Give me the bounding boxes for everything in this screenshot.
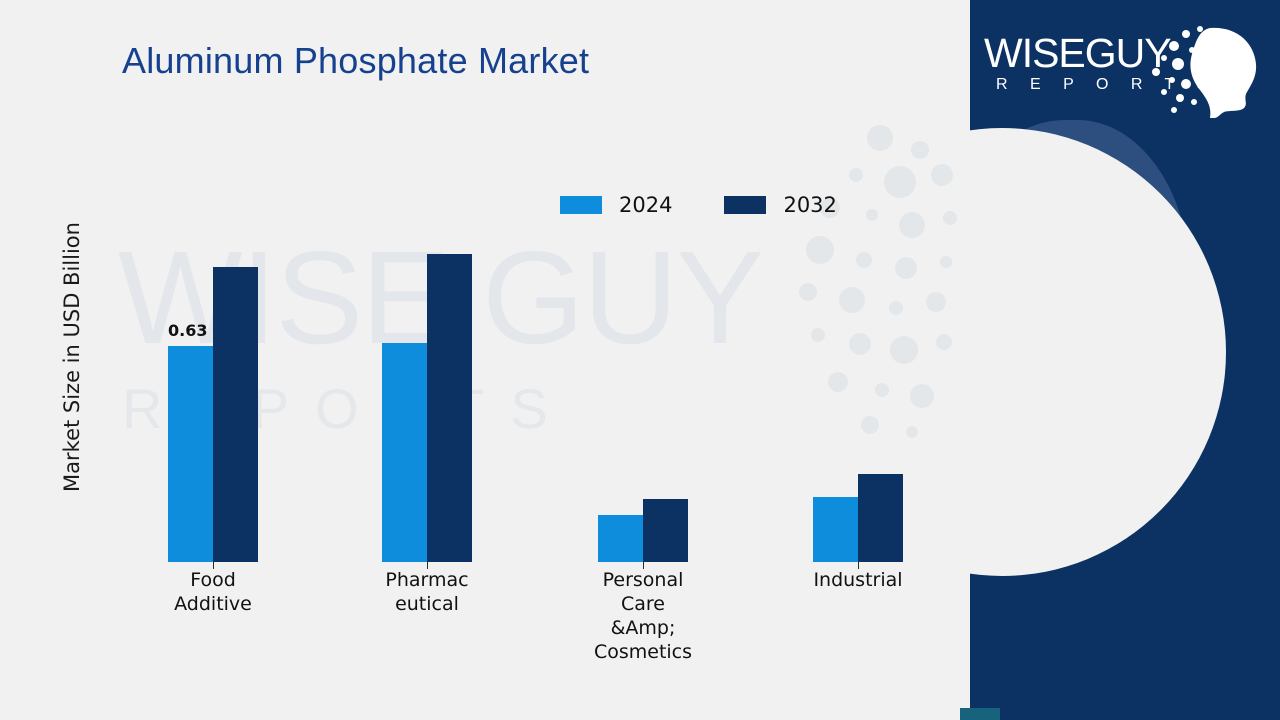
x-label-line: &Amp; xyxy=(610,617,676,639)
x-label-line: Industrial xyxy=(813,569,903,591)
bars-industrial xyxy=(813,200,903,562)
x-label-line: Food xyxy=(190,569,236,591)
x-label-pharmaceutical: Pharmac eutical xyxy=(342,568,512,616)
x-label-line: eutical xyxy=(395,593,459,615)
chart-legend: 2024 2032 xyxy=(560,193,837,217)
bar-personal-care-cosmetics-2032[interactable] xyxy=(643,499,688,562)
bar-industrial-2032[interactable] xyxy=(858,474,903,562)
bar-value-label-food-additive-2024: 0.63 xyxy=(168,321,208,340)
legend-label-2024: 2024 xyxy=(619,193,673,217)
legend-item-2024[interactable]: 2024 xyxy=(560,193,672,217)
x-label-line: Personal xyxy=(602,569,684,591)
bottom-accent-strip xyxy=(960,708,1000,720)
x-label-line: Care xyxy=(621,593,665,615)
page-title: Aluminum Phosphate Market xyxy=(122,40,590,81)
x-tick-personal-care-cosmetics xyxy=(643,562,644,569)
bar-industrial-2024[interactable] xyxy=(813,497,858,562)
x-label-line: Additive xyxy=(174,593,252,615)
logo-tagline: R E P O R T S xyxy=(996,76,1217,93)
x-label-line: Pharmac xyxy=(385,569,469,591)
x-tick-food-additive xyxy=(213,562,214,569)
wiseguy-reports-logo[interactable]: WISEGUY R E P O R T S xyxy=(978,24,1268,119)
bar-food-additive-2024[interactable] xyxy=(168,346,213,562)
logo-dots-icon xyxy=(1152,26,1214,113)
legend-label-2032: 2032 xyxy=(783,193,837,217)
bar-food-additive-2032[interactable] xyxy=(213,267,258,562)
y-axis-label: Market Size in USD Billion xyxy=(60,222,84,492)
x-tick-industrial xyxy=(858,562,859,569)
logo-wordmark: WISEGUY xyxy=(984,30,1172,76)
bar-personal-care-cosmetics-2024[interactable] xyxy=(598,515,643,562)
decorative-circle xyxy=(960,128,1226,576)
legend-swatch-2032 xyxy=(724,196,767,214)
bar-pharmaceutical-2024[interactable] xyxy=(382,343,427,562)
x-label-line: Cosmetics xyxy=(593,641,693,663)
x-label-industrial: Industrial xyxy=(773,568,943,592)
panel-left-mask xyxy=(960,0,970,720)
legend-swatch-2024 xyxy=(560,196,602,214)
x-label-food-additive: Food Additive xyxy=(128,568,298,616)
bar-pharmaceutical-2032[interactable] xyxy=(427,254,472,562)
bars-pharmaceutical xyxy=(382,200,472,562)
x-label-personal-care-cosmetics: Personal Care &Amp; Cosmetics xyxy=(558,568,728,664)
bars-personal-care-cosmetics xyxy=(598,200,688,562)
plot-area: 0.63 Food Additive Pharmac eutical xyxy=(110,200,955,663)
bars-food-additive xyxy=(168,200,258,562)
legend-item-2032[interactable]: 2032 xyxy=(724,193,837,217)
x-tick-pharmaceutical xyxy=(427,562,428,569)
brand-panel: WISEGUY R E P O R T S xyxy=(960,0,1280,720)
